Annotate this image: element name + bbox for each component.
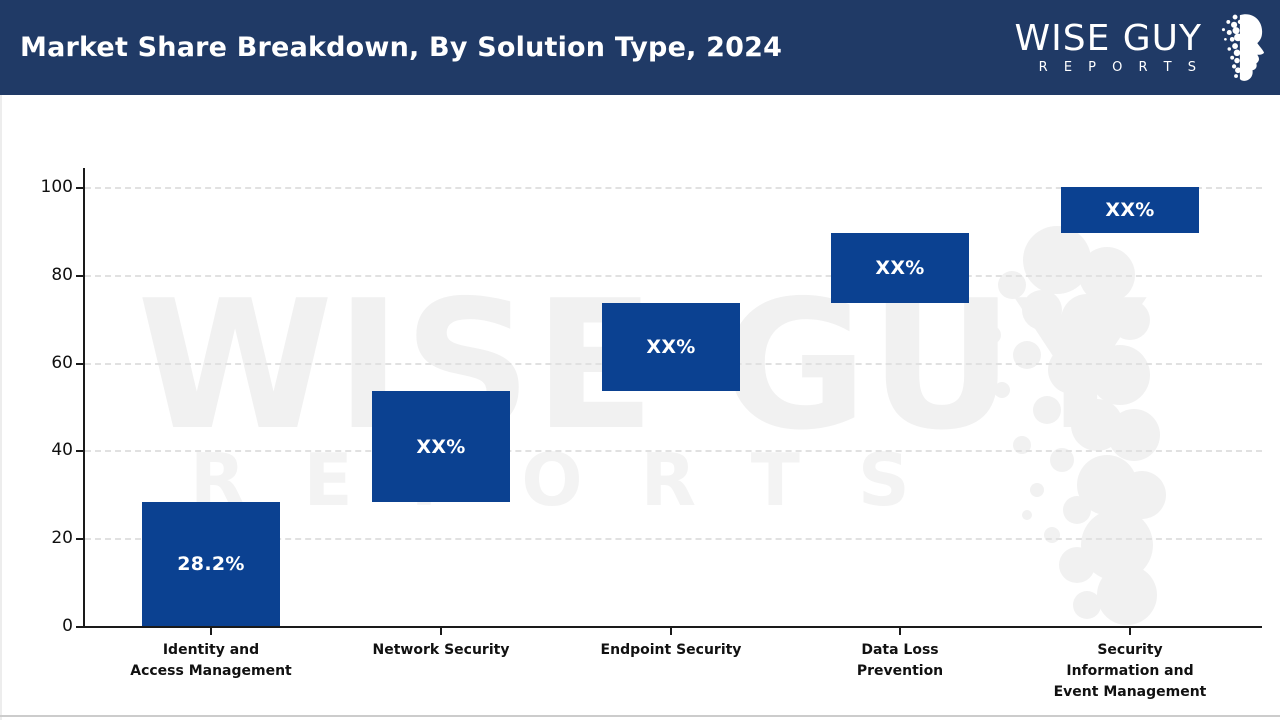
chart-title: Market Share Breakdown, By Solution Type… xyxy=(20,32,783,63)
x-category-label-line: Endpoint Security xyxy=(600,642,742,658)
y-tick xyxy=(76,187,83,189)
bar-segment: XX% xyxy=(1061,187,1199,233)
gridline xyxy=(85,538,1262,540)
gridline xyxy=(85,275,1262,277)
bar-segment: XX% xyxy=(602,303,740,391)
x-category-label-line: Event Management xyxy=(1053,684,1207,700)
bar-value-label: XX% xyxy=(1105,199,1155,221)
x-category-label: Identity and Access Management xyxy=(91,640,331,682)
wiseguy-logo: WISE GUY R E P O R T S xyxy=(1015,9,1267,87)
bar-value-label: XX% xyxy=(646,336,696,358)
bar-segment: 28.2% xyxy=(142,502,280,626)
x-axis-line xyxy=(83,626,1262,628)
y-tick xyxy=(76,538,83,540)
y-tick xyxy=(76,275,83,277)
x-tick xyxy=(440,628,442,635)
x-tick xyxy=(1129,628,1131,635)
x-category-label: Data Loss Prevention xyxy=(780,640,1020,682)
bar-value-label: XX% xyxy=(416,435,466,458)
gridline xyxy=(85,187,1262,189)
watermark-reports-text: REPORTS xyxy=(190,438,968,522)
bottom-divider xyxy=(0,715,1280,717)
logo-reports-text: R E P O R T S xyxy=(1038,59,1202,75)
bar-value-label: XX% xyxy=(875,257,925,279)
y-tick-label: 80 xyxy=(51,265,73,285)
x-tick xyxy=(210,628,212,635)
y-tick xyxy=(76,626,83,628)
x-category-label: Network Security xyxy=(321,640,561,661)
x-category-label-line: Prevention xyxy=(856,663,944,679)
x-category-label: Endpoint Security xyxy=(551,640,791,661)
bar-segment: XX% xyxy=(831,233,969,303)
x-tick xyxy=(670,628,672,635)
bar-segment: XX% xyxy=(372,391,510,502)
y-tick-label: 60 xyxy=(51,353,73,373)
y-tick-label: 40 xyxy=(51,440,73,460)
y-axis-line xyxy=(83,168,85,628)
gridline xyxy=(85,450,1262,452)
x-category-label-line: Network Security xyxy=(372,642,510,658)
y-tick-label: 100 xyxy=(40,177,73,197)
wiseguy-head-icon xyxy=(1221,13,1265,81)
y-tick-label: 0 xyxy=(62,616,73,636)
x-category-label-line: Information and xyxy=(1066,663,1194,679)
y-tick xyxy=(76,363,83,365)
x-category-label-line: Access Management xyxy=(130,663,292,679)
x-category-label-line: Data Loss xyxy=(861,642,939,658)
x-category-label-line: Security xyxy=(1097,642,1163,658)
y-tick-label: 20 xyxy=(51,528,73,548)
wiseguy-logo-text: WISE GUY R E P O R T S xyxy=(1014,17,1203,76)
logo-name-text: WISE GUY xyxy=(1014,17,1202,59)
header-bar: Market Share Breakdown, By Solution Type… xyxy=(0,0,1280,95)
y-tick xyxy=(76,450,83,452)
bar-value-label: 28.2% xyxy=(177,553,245,575)
x-tick xyxy=(899,628,901,635)
x-category-label: Security Information and Event Management xyxy=(1010,640,1250,703)
x-category-label-line: Identity and xyxy=(162,642,260,658)
